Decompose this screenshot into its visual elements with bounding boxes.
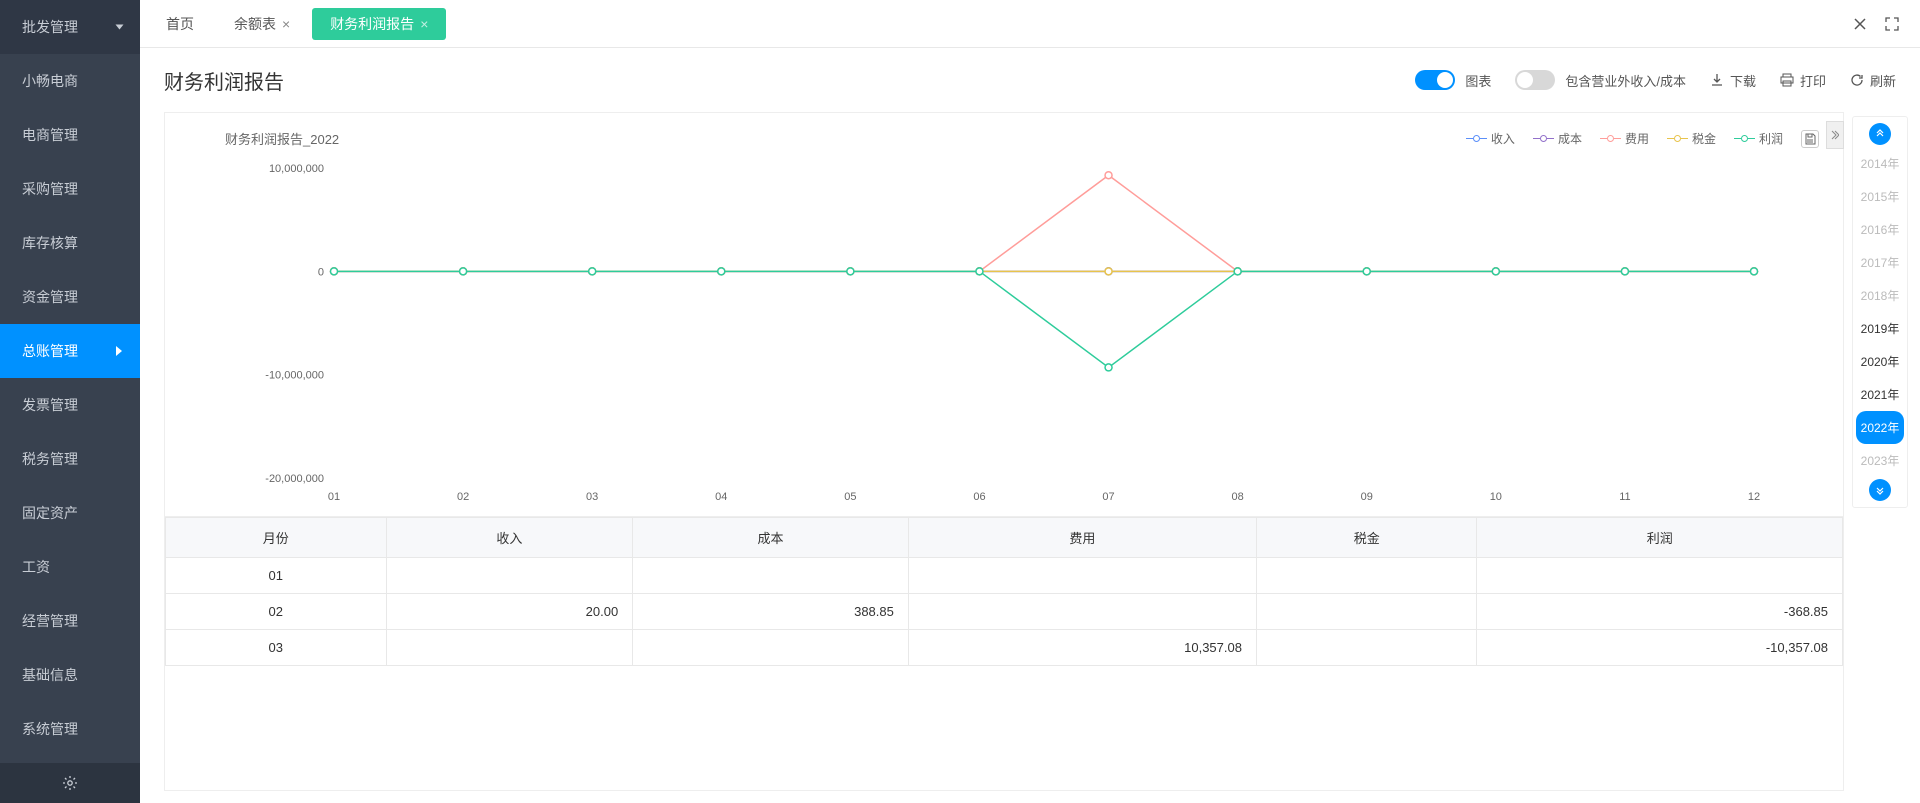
sidebar-item[interactable]: 固定资产 bbox=[0, 486, 140, 540]
year-option[interactable]: 2021年 bbox=[1856, 378, 1904, 411]
sidebar-item[interactable]: 资金管理 bbox=[0, 270, 140, 324]
page-title: 财务利润报告 bbox=[164, 66, 284, 95]
sidebar-item[interactable]: 总账管理 bbox=[0, 324, 140, 378]
chart-collapse-button[interactable] bbox=[1826, 121, 1844, 149]
svg-text:12: 12 bbox=[1748, 491, 1760, 503]
table-header: 费用 bbox=[908, 518, 1256, 558]
svg-text:-10,000,000: -10,000,000 bbox=[265, 370, 324, 382]
sidebar-item[interactable]: 小畅电商 bbox=[0, 54, 140, 108]
sidebar-item[interactable]: 库存核算 bbox=[0, 216, 140, 270]
download-button[interactable]: 下载 bbox=[1710, 71, 1756, 90]
main: 首页余额表×财务利润报告× 财务利润报告 图表 包含营业外收 bbox=[140, 0, 1920, 803]
svg-text:07: 07 bbox=[1102, 491, 1114, 503]
svg-text:0: 0 bbox=[318, 266, 324, 278]
sidebar-item[interactable]: 基础信息 bbox=[0, 648, 140, 702]
svg-text:10: 10 bbox=[1490, 491, 1502, 503]
chart-toggle[interactable] bbox=[1415, 70, 1455, 90]
table-row: 0220.00388.85-368.85 bbox=[166, 594, 1843, 630]
legend-item[interactable]: 成本 bbox=[1533, 130, 1582, 147]
chart-toggle-label: 图表 bbox=[1465, 71, 1491, 90]
close-panel-icon[interactable] bbox=[1852, 16, 1868, 32]
year-scroll-up[interactable] bbox=[1869, 123, 1891, 145]
sidebar-item[interactable]: 批发管理 bbox=[0, 0, 140, 54]
sidebar: 批发管理小畅电商电商管理采购管理库存核算资金管理总账管理发票管理税务管理固定资产… bbox=[0, 0, 140, 803]
table-header: 收入 bbox=[386, 518, 633, 558]
sidebar-item[interactable]: 系统管理 bbox=[0, 702, 140, 756]
tab[interactable]: 首页 bbox=[148, 8, 212, 40]
legend-item[interactable]: 费用 bbox=[1600, 130, 1649, 147]
download-icon bbox=[1710, 73, 1724, 87]
sidebar-item[interactable]: 工资 bbox=[0, 540, 140, 594]
year-selector: 2014年2015年2016年2017年2018年2019年2020年2021年… bbox=[1852, 116, 1908, 508]
year-option: 2017年 bbox=[1856, 246, 1904, 279]
settings-button[interactable] bbox=[0, 763, 140, 803]
svg-text:03: 03 bbox=[586, 491, 598, 503]
tab[interactable]: 余额表× bbox=[216, 8, 308, 40]
toolbar: 财务利润报告 图表 包含营业外收入/成本 下载 打印 bbox=[140, 48, 1920, 112]
sidebar-item[interactable]: 发票管理 bbox=[0, 378, 140, 432]
year-option: 2023年 bbox=[1856, 444, 1904, 477]
print-icon bbox=[1780, 73, 1794, 87]
gear-icon bbox=[62, 775, 78, 791]
legend-item[interactable]: 收入 bbox=[1466, 130, 1515, 147]
chart-save-icon[interactable] bbox=[1801, 130, 1819, 148]
sidebar-item[interactable]: 采购管理 bbox=[0, 162, 140, 216]
table-header: 利润 bbox=[1477, 518, 1843, 558]
svg-text:02: 02 bbox=[457, 491, 469, 503]
extra-income-toggle[interactable] bbox=[1515, 70, 1555, 90]
year-option[interactable]: 2020年 bbox=[1856, 345, 1904, 378]
svg-text:06: 06 bbox=[973, 491, 985, 503]
sidebar-item[interactable]: 电商管理 bbox=[0, 108, 140, 162]
legend-item[interactable]: 利润 bbox=[1734, 130, 1783, 147]
table-header: 成本 bbox=[633, 518, 909, 558]
year-option: 2016年 bbox=[1856, 213, 1904, 246]
tab-close-icon[interactable]: × bbox=[282, 16, 290, 32]
refresh-icon bbox=[1850, 73, 1864, 87]
chart-panel: 财务利润报告_2022 收入 成本 费用 税金 利润 -20,000,000 -10,00… bbox=[165, 113, 1843, 516]
line-chart: -20,000,000 -10,000,000 0 10,000,000 01 02 03 0… bbox=[189, 148, 1819, 508]
svg-text:05: 05 bbox=[844, 491, 856, 503]
table-header: 月份 bbox=[166, 518, 387, 558]
svg-text:-20,000,000: -20,000,000 bbox=[265, 473, 324, 485]
table-header: 税金 bbox=[1256, 518, 1477, 558]
svg-text:01: 01 bbox=[328, 491, 340, 503]
tab[interactable]: 财务利润报告× bbox=[312, 8, 446, 40]
table-row: 01 bbox=[166, 558, 1843, 594]
extra-income-toggle-label: 包含营业外收入/成本 bbox=[1565, 71, 1686, 90]
sidebar-item[interactable]: 经营管理 bbox=[0, 594, 140, 648]
chart-title: 财务利润报告_2022 bbox=[225, 129, 339, 148]
year-option: 2015年 bbox=[1856, 180, 1904, 213]
sidebar-item[interactable]: 税务管理 bbox=[0, 432, 140, 486]
legend-item[interactable]: 税金 bbox=[1667, 130, 1716, 147]
svg-text:11: 11 bbox=[1619, 491, 1630, 503]
year-option[interactable]: 2022年 bbox=[1856, 411, 1904, 444]
svg-text:04: 04 bbox=[715, 491, 727, 503]
year-scroll-down[interactable] bbox=[1869, 479, 1891, 501]
year-option: 2014年 bbox=[1856, 147, 1904, 180]
table-row: 0310,357.08-10,357.08 bbox=[166, 630, 1843, 666]
year-option: 2018年 bbox=[1856, 279, 1904, 312]
tab-close-icon[interactable]: × bbox=[420, 16, 428, 32]
svg-text:10,000,000: 10,000,000 bbox=[269, 163, 324, 175]
chart-legend: 收入 成本 费用 税金 利润 bbox=[1466, 130, 1819, 148]
svg-text:08: 08 bbox=[1232, 491, 1244, 503]
svg-text:09: 09 bbox=[1361, 491, 1373, 503]
tab-bar: 首页余额表×财务利润报告× bbox=[140, 0, 1920, 48]
refresh-button[interactable]: 刷新 bbox=[1850, 71, 1896, 90]
fullscreen-icon[interactable] bbox=[1884, 16, 1900, 32]
print-button[interactable]: 打印 bbox=[1780, 71, 1826, 90]
year-option[interactable]: 2019年 bbox=[1856, 312, 1904, 345]
data-table: 月份收入成本费用税金利润010220.00388.85-368.850310,3… bbox=[165, 516, 1843, 666]
